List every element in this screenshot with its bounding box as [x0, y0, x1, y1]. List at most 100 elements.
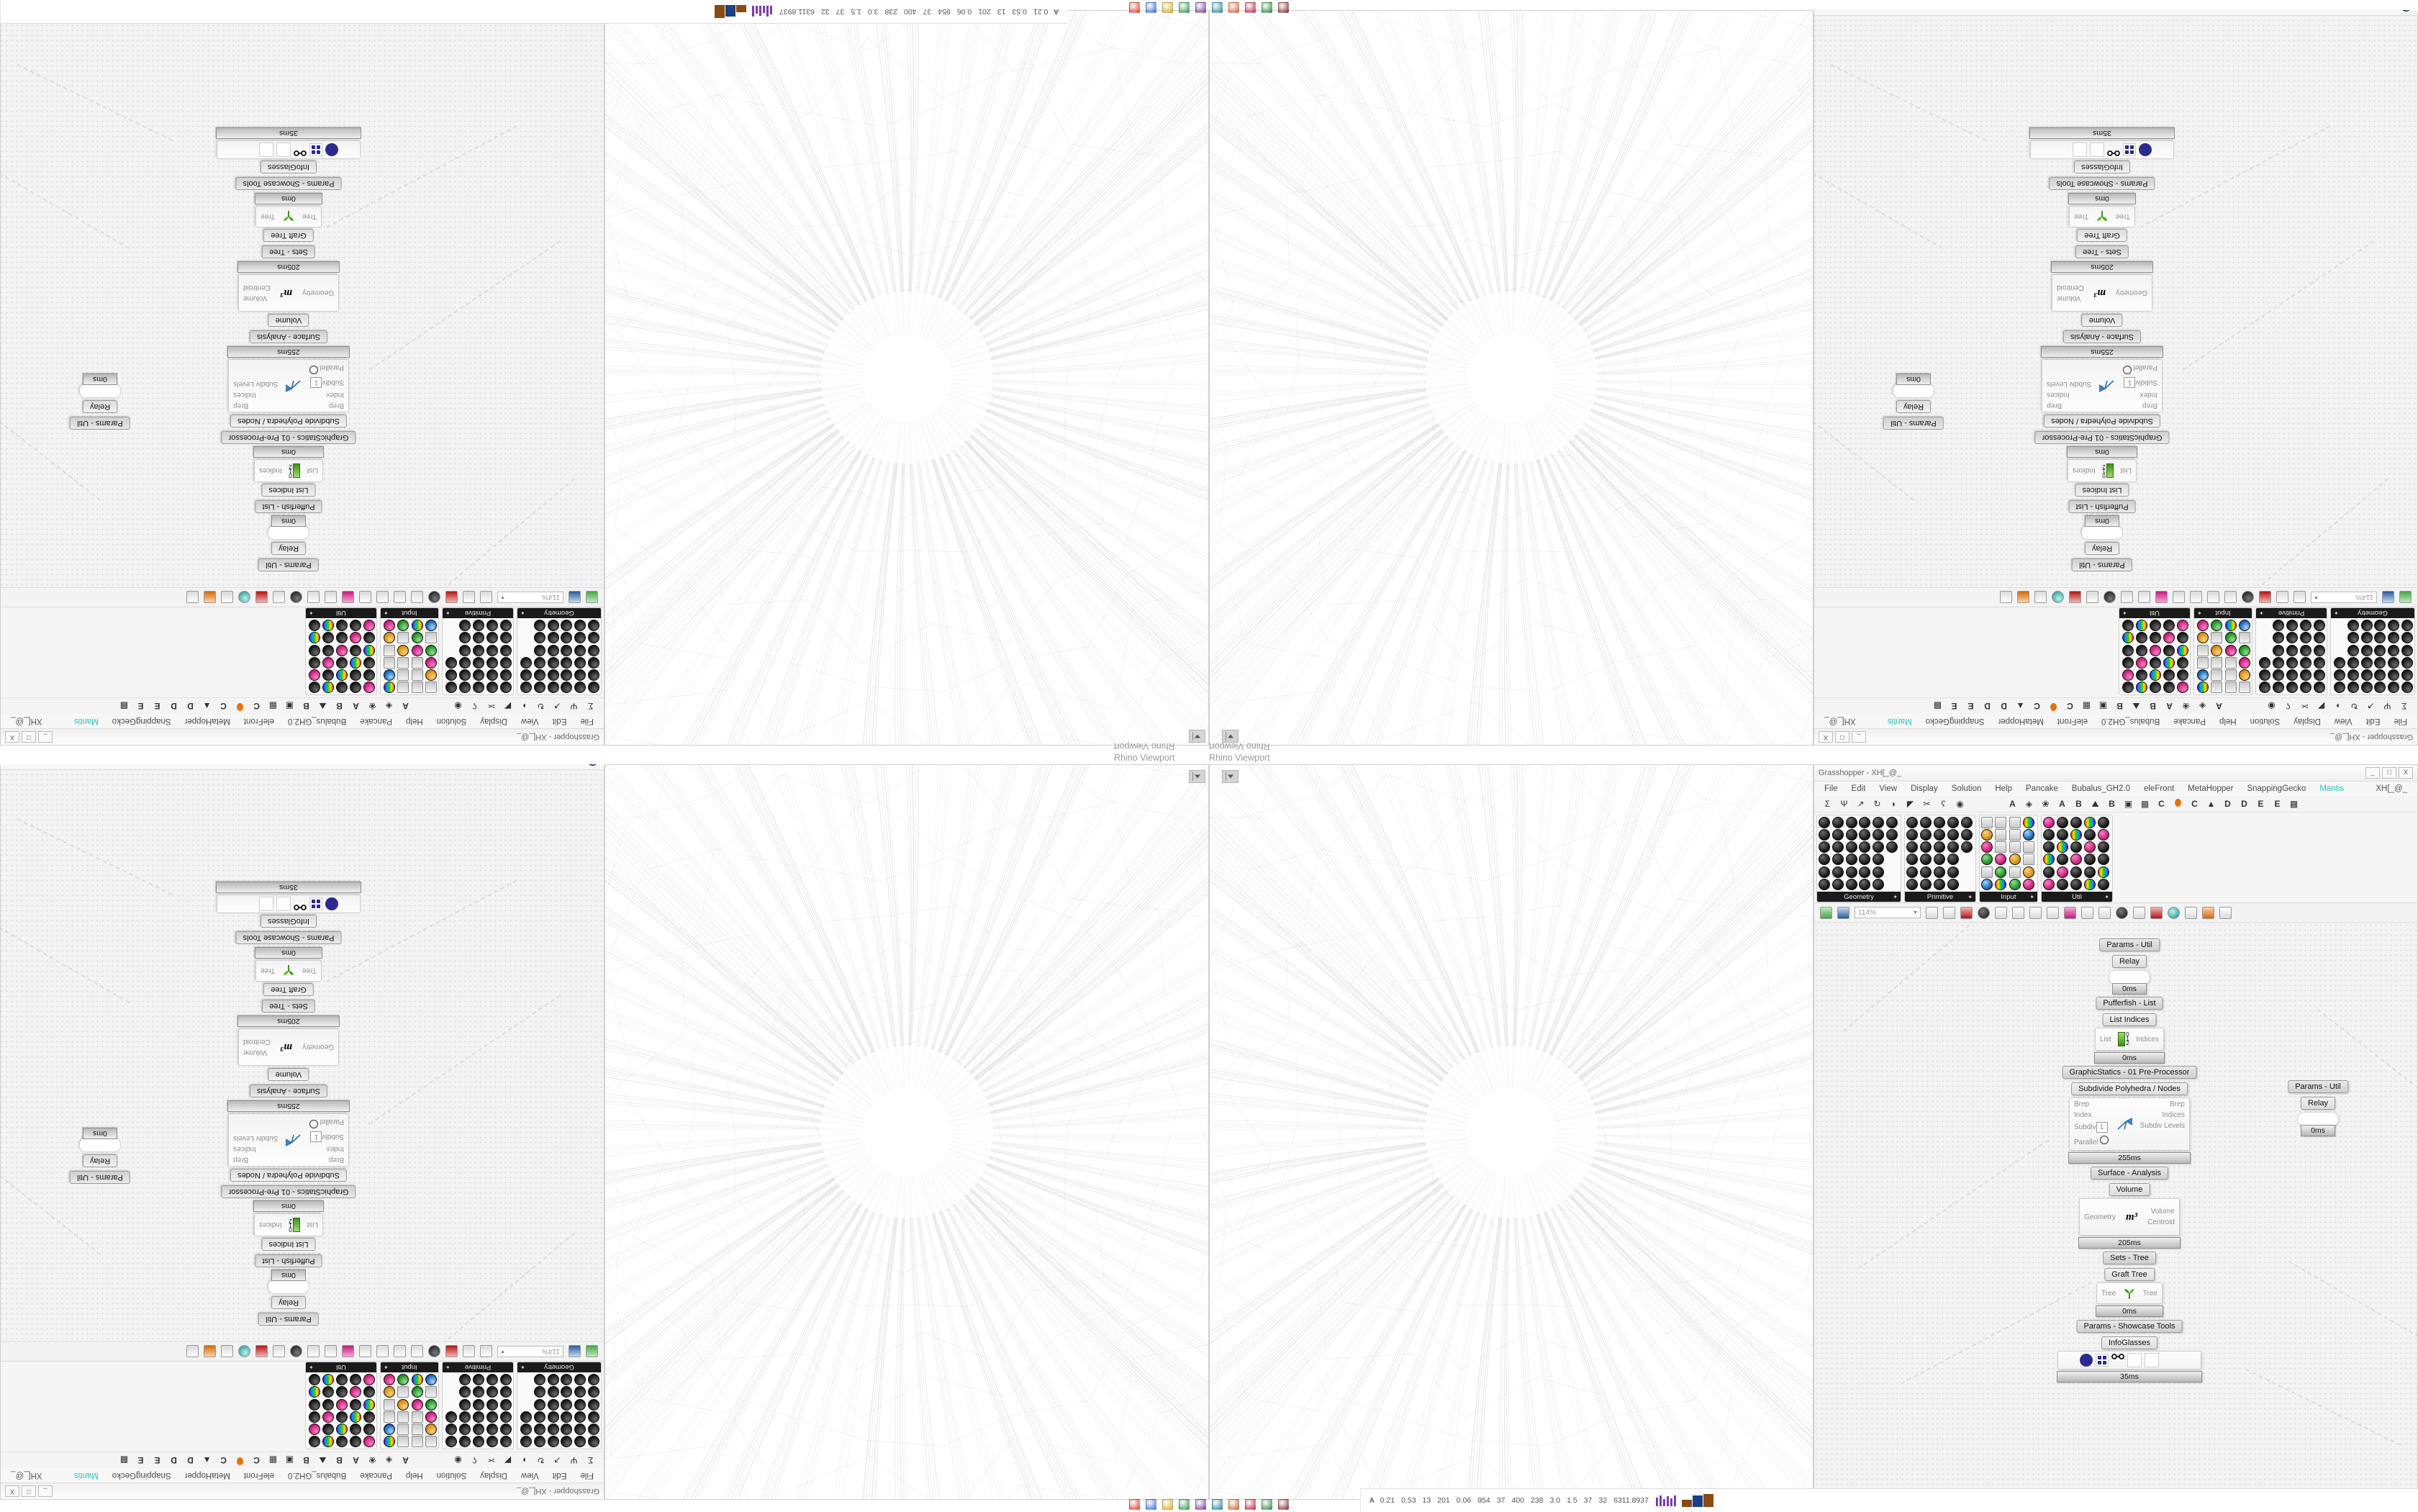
- component-icon[interactable]: [2273, 669, 2284, 681]
- rhino-viewport-top-left[interactable]: [604, 10, 1209, 746]
- menu-item-solution[interactable]: Solution: [436, 1471, 467, 1480]
- component-icon[interactable]: [2122, 644, 2134, 656]
- letter-a-icon[interactable]: A: [402, 701, 409, 712]
- component-icon[interactable]: [2314, 656, 2325, 669]
- component-icon[interactable]: [2043, 841, 2055, 854]
- component-icon[interactable]: [384, 1374, 396, 1386]
- port-out-tree[interactable]: Tree: [261, 212, 276, 221]
- component-icon[interactable]: [486, 1423, 498, 1435]
- component-icon[interactable]: [2022, 878, 2034, 890]
- component-icon[interactable]: [411, 1386, 423, 1398]
- component-icon[interactable]: [363, 682, 375, 693]
- component-icon[interactable]: [397, 1398, 409, 1411]
- component-icon[interactable]: [2009, 841, 2021, 854]
- surface-icon[interactable]: [2133, 906, 2145, 919]
- gha-icon[interactable]: [2012, 906, 2024, 919]
- tool-icon-row[interactable]: Σ Ψ ↗ ↻ ◗ ◤ ✂ ʕ ◉ A ◈ ❀ A B ⛰ B ▣ ▦ C C ▲ D D E E ▩: [1814, 697, 2417, 714]
- node-category-graphicstatics[interactable]: GraphicStatics - 01 Pre-Processor: [2062, 1066, 2197, 1079]
- node-category-graphicstatics[interactable]: GraphicStatics - 01 Pre-Processor: [221, 1185, 356, 1198]
- component-graft-tree[interactable]: Tree Tree: [2069, 206, 2135, 227]
- component-icon[interactable]: [2070, 829, 2082, 841]
- component-icon[interactable]: [1859, 829, 1871, 841]
- component-icon[interactable]: [2273, 656, 2284, 669]
- component-icon[interactable]: [588, 632, 599, 644]
- component-infoglasses[interactable]: [217, 895, 361, 913]
- surface-icon[interactable]: [2086, 591, 2098, 604]
- eye-icon[interactable]: ◉: [454, 1455, 462, 1466]
- open-file-icon[interactable]: [586, 1345, 598, 1358]
- bird-icon[interactable]: ▲: [202, 701, 212, 712]
- taskbar-app-icon[interactable]: [1195, 1, 1206, 13]
- menu-item-help[interactable]: Help: [405, 1471, 423, 1480]
- save-icon[interactable]: [1837, 906, 1849, 919]
- component-icon[interactable]: [1934, 841, 1945, 854]
- component-icon[interactable]: [520, 669, 532, 681]
- close-button[interactable]: X: [5, 731, 19, 743]
- component-icon[interactable]: [473, 1386, 484, 1398]
- sigma-icon[interactable]: Σ: [2401, 701, 2407, 712]
- viewport-scroll-down-right[interactable]: [1222, 770, 1239, 783]
- component-icon[interactable]: [2360, 620, 2373, 632]
- component-icon[interactable]: [445, 1423, 457, 1435]
- fit-view-icon[interactable]: [480, 591, 492, 604]
- component-icon[interactable]: [2374, 656, 2386, 669]
- taskbar-app-icon[interactable]: [1245, 1, 1256, 13]
- node-name-volume[interactable]: Volume: [268, 314, 309, 327]
- taskbar-app-icon[interactable]: [1278, 1498, 1289, 1510]
- node-category-pufferfish-list[interactable]: Pufferfish - List: [255, 1254, 322, 1267]
- component-icon[interactable]: [2314, 620, 2325, 632]
- component-icon[interactable]: [1961, 841, 1973, 854]
- menu-item-bubalus-gh2-0[interactable]: Bubalus_GH2.0: [2101, 717, 2160, 725]
- scissors-icon[interactable]: ✂: [487, 701, 495, 712]
- component-icon[interactable]: [1873, 866, 1885, 878]
- at-icon[interactable]: [1995, 906, 2007, 919]
- letter-a-icon[interactable]: A: [353, 701, 359, 712]
- ribbon-pin-icon[interactable]: ✦: [445, 610, 450, 617]
- node-name-graft-tree[interactable]: Graft Tree: [263, 983, 314, 996]
- component-icon[interactable]: [2347, 669, 2359, 681]
- letter-e-icon[interactable]: E: [137, 1455, 144, 1466]
- component-icon[interactable]: [1995, 866, 2007, 878]
- node-name-graft-tree[interactable]: Graft Tree: [2104, 1268, 2155, 1281]
- component-icon[interactable]: [322, 656, 334, 669]
- letter-e-icon[interactable]: E: [1951, 701, 1957, 712]
- infoglasses-glasses-icon[interactable]: [2111, 1354, 2124, 1367]
- bulb-icon[interactable]: [2138, 591, 2150, 604]
- component-icon[interactable]: [533, 1374, 545, 1386]
- component-icon[interactable]: [2177, 632, 2188, 644]
- node-name-subdivide-polyhedra[interactable]: Subdivide Polyhedra / Nodes: [2044, 415, 2160, 427]
- component-icon[interactable]: [2070, 841, 2082, 854]
- port-out-tree[interactable]: Tree: [2142, 1289, 2157, 1298]
- port-out-indices[interactable]: Indices: [259, 466, 282, 475]
- component-icon[interactable]: [574, 1386, 587, 1398]
- component-volume[interactable]: Geometry m³ Volume Centroid: [2079, 1198, 2180, 1236]
- component-icon[interactable]: [411, 1398, 423, 1411]
- component-icon[interactable]: [2150, 669, 2161, 681]
- canvas-toolbar[interactable]: 114% ▼: [1, 587, 604, 607]
- menu-item-pancake[interactable]: Pancake: [2173, 717, 2206, 725]
- gha-icon[interactable]: [394, 591, 406, 604]
- component-icon[interactable]: [1906, 854, 1918, 866]
- letter-c-icon[interactable]: C: [220, 701, 227, 712]
- menu-item-snappinggecko[interactable]: SnappingGecko: [112, 717, 171, 725]
- component-icon[interactable]: [363, 1436, 375, 1447]
- component-icon[interactable]: [500, 669, 512, 681]
- blue-blob-icon[interactable]: [2000, 591, 2012, 604]
- ribbon-group-label[interactable]: Util ✦: [306, 1362, 376, 1372]
- infoglasses-glasses-icon[interactable]: [294, 897, 307, 910]
- node-category-surface-analysis[interactable]: Surface - Analysis: [2090, 1167, 2169, 1180]
- at-icon[interactable]: [411, 1345, 423, 1358]
- component-icon[interactable]: [2197, 620, 2209, 632]
- component-icon[interactable]: [533, 669, 545, 681]
- component-graft-tree[interactable]: Tree Tree: [2096, 1282, 2163, 1304]
- loop-icon[interactable]: ↻: [537, 701, 545, 712]
- camera-icon[interactable]: ▣: [2098, 701, 2108, 712]
- component-icon[interactable]: [588, 644, 599, 656]
- component-icon[interactable]: [2239, 632, 2250, 644]
- port-in-index[interactable]: Index: [2139, 391, 2157, 399]
- component-icon[interactable]: [1961, 817, 1973, 828]
- relay-component[interactable]: [2081, 525, 2123, 540]
- component-icon[interactable]: [473, 1423, 484, 1435]
- ribbon-group-label[interactable]: Util ✦: [2119, 608, 2190, 618]
